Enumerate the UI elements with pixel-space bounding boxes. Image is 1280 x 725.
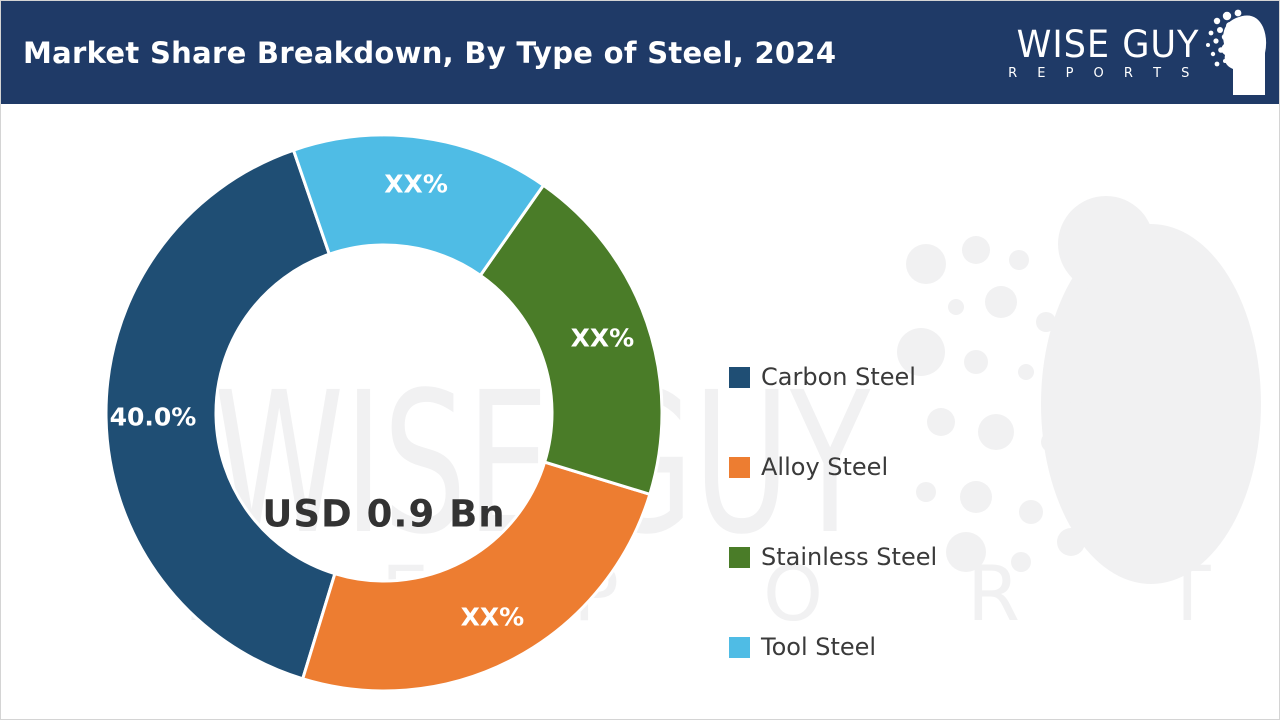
legend-label-stainless-steel: Stainless Steel [761,543,938,571]
donut-segment-alloy-steel [300,460,652,693]
legend-item-tool-steel: Tool Steel [729,633,937,661]
donut-segment-stainless-steel [478,183,664,497]
logo-face-icon [1206,9,1267,95]
chart-title: Market Share Breakdown, By Type of Steel… [23,35,837,70]
chart-canvas: WISE GUY R E P O R T S 40.0%XX%XX%XX% US… [1,104,1280,719]
legend-item-stainless-steel: Stainless Steel [729,543,938,571]
donut-center-value: USD 0.9 Bn [262,492,506,536]
legend-label-alloy-steel: Alloy Steel [761,453,889,481]
segment-label-carbon-steel: 40.0% [110,403,197,432]
chart-legend: Carbon Steel Alloy Steel Stainless Steel To… [729,363,938,725]
donut-chart: 40.0% XX% XX% XX% [104,133,664,693]
logo-wordmark: WISE GUY [1016,22,1199,66]
segment-label-alloy-steel: XX% [461,603,525,632]
legend-item-alloy-steel: Alloy Steel [729,453,937,481]
watermark-face [897,196,1261,584]
logo-subtext: R E P O R T S [1008,65,1198,81]
legend-swatch-alloy-steel [729,456,750,478]
legend-swatch-tool-steel [729,636,750,658]
legend-swatch-carbon-steel [729,366,750,388]
wiseguy-logo: WISE GUY R E P O R T S [1008,5,1267,100]
segment-label-tool-steel: XX% [384,170,448,199]
legend-label-tool-steel: Tool Steel [761,633,877,661]
legend-swatch-stainless-steel [729,546,750,568]
donut-segment-tool-steel [291,133,546,278]
segment-label-stainless-steel: XX% [571,323,635,352]
header-bar: Market Share Breakdown, By Type of Steel… [1,1,1279,104]
legend-item-carbon-steel: Carbon Steel [729,363,937,391]
legend-label-carbon-steel: Carbon Steel [761,363,916,391]
donut-segment-carbon-steel [104,148,337,681]
